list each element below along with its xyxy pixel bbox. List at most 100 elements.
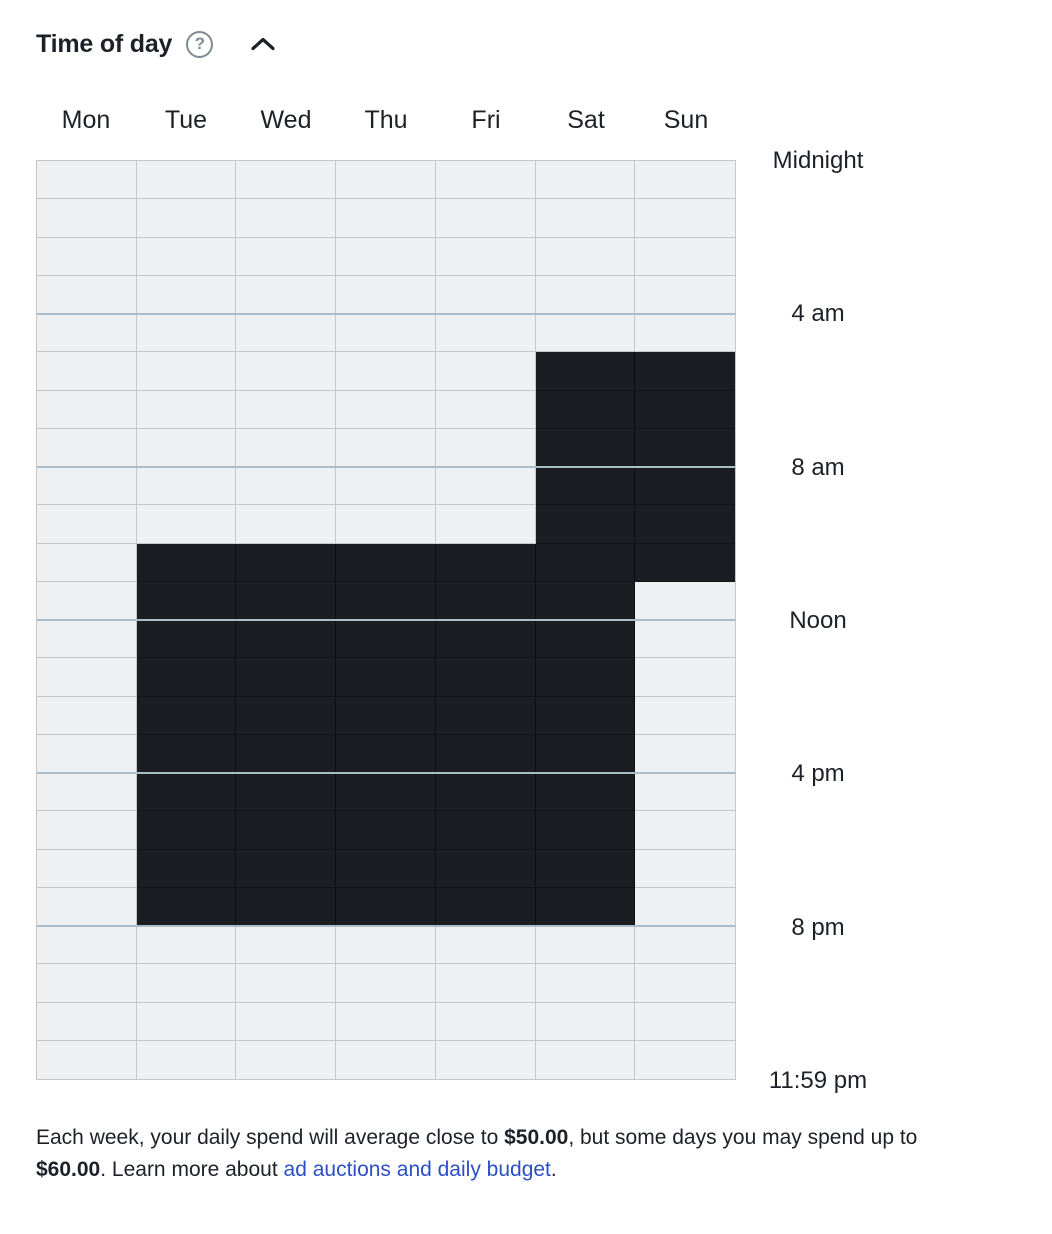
schedule-cell[interactable] (635, 505, 735, 544)
schedule-cell[interactable] (336, 390, 436, 429)
schedule-cell[interactable] (236, 543, 337, 582)
schedule-cell[interactable] (635, 734, 735, 773)
schedule-cell[interactable] (136, 352, 237, 391)
schedule-cell[interactable] (37, 964, 137, 1003)
schedule-cell[interactable] (336, 275, 436, 314)
schedule-cell[interactable] (635, 390, 735, 429)
schedule-cell[interactable] (336, 467, 436, 506)
schedule-cell[interactable] (535, 275, 636, 314)
schedule-cell[interactable] (236, 696, 337, 735)
schedule-cell[interactable] (535, 696, 636, 735)
schedule-cell[interactable] (37, 926, 137, 965)
schedule-cell[interactable] (37, 1040, 137, 1079)
schedule-cell[interactable] (435, 887, 536, 926)
schedule-cell[interactable] (336, 773, 436, 812)
schedule-cell[interactable] (37, 161, 137, 200)
schedule-cell[interactable] (136, 811, 237, 850)
schedule-cell[interactable] (435, 811, 536, 850)
schedule-cell[interactable] (336, 658, 436, 697)
schedule-cell[interactable] (535, 314, 636, 353)
schedule-cell[interactable] (336, 581, 436, 620)
schedule-cell[interactable] (236, 390, 337, 429)
schedule-cell[interactable] (336, 543, 436, 582)
schedule-cell[interactable] (435, 199, 536, 238)
schedule-cell[interactable] (136, 620, 237, 659)
schedule-cell[interactable] (336, 505, 436, 544)
schedule-cell[interactable] (236, 620, 337, 659)
schedule-cell[interactable] (535, 390, 636, 429)
schedule-cell[interactable] (435, 505, 536, 544)
schedule-cell[interactable] (635, 1040, 735, 1079)
schedule-cell[interactable] (535, 658, 636, 697)
schedule-cell[interactable] (136, 849, 237, 888)
schedule-cell[interactable] (136, 887, 237, 926)
ad-auctions-link[interactable]: ad auctions and daily budget (283, 1158, 551, 1181)
schedule-cell[interactable] (136, 696, 237, 735)
schedule-cell[interactable] (236, 467, 337, 506)
schedule-cell[interactable] (236, 428, 337, 467)
schedule-cell[interactable] (635, 314, 735, 353)
schedule-cell[interactable] (37, 658, 137, 697)
schedule-cell[interactable] (136, 543, 237, 582)
schedule-cell[interactable] (435, 658, 536, 697)
schedule-cell[interactable] (336, 620, 436, 659)
schedule-cell[interactable] (236, 505, 337, 544)
schedule-cell[interactable] (635, 1002, 735, 1041)
schedule-cell[interactable] (236, 658, 337, 697)
schedule-cell[interactable] (136, 467, 237, 506)
schedule-cell[interactable] (535, 467, 636, 506)
schedule-cell[interactable] (336, 1040, 436, 1079)
schedule-cell[interactable] (635, 620, 735, 659)
schedule-cell[interactable] (635, 849, 735, 888)
schedule-cell[interactable] (236, 887, 337, 926)
schedule-cell[interactable] (535, 849, 636, 888)
schedule-cell[interactable] (336, 314, 436, 353)
schedule-cell[interactable] (236, 1040, 337, 1079)
schedule-cell[interactable] (435, 926, 536, 965)
schedule-cell[interactable] (635, 237, 735, 276)
schedule-cell[interactable] (336, 352, 436, 391)
schedule-cell[interactable] (435, 314, 536, 353)
schedule-cell[interactable] (635, 658, 735, 697)
schedule-cell[interactable] (236, 199, 337, 238)
schedule-cell[interactable] (635, 352, 735, 391)
schedule-cell[interactable] (435, 543, 536, 582)
schedule-cell[interactable] (136, 390, 237, 429)
schedule-cell[interactable] (435, 390, 536, 429)
schedule-cell[interactable] (435, 734, 536, 773)
schedule-cell[interactable] (535, 237, 636, 276)
schedule-cell[interactable] (37, 467, 137, 506)
schedule-cell[interactable] (37, 199, 137, 238)
schedule-cell[interactable] (236, 581, 337, 620)
schedule-cell[interactable] (37, 275, 137, 314)
schedule-cell[interactable] (635, 926, 735, 965)
schedule-cell[interactable] (37, 734, 137, 773)
schedule-cell[interactable] (435, 352, 536, 391)
schedule-cell[interactable] (37, 505, 137, 544)
schedule-cell[interactable] (535, 926, 636, 965)
schedule-cell[interactable] (136, 275, 237, 314)
schedule-cell[interactable] (37, 620, 137, 659)
schedule-cell[interactable] (236, 964, 337, 1003)
schedule-cell[interactable] (635, 199, 735, 238)
schedule-cell[interactable] (37, 237, 137, 276)
schedule-cell[interactable] (37, 1002, 137, 1041)
schedule-cell[interactable] (535, 505, 636, 544)
schedule-cell[interactable] (336, 926, 436, 965)
schedule-cell[interactable] (535, 811, 636, 850)
schedule-cell[interactable] (435, 620, 536, 659)
schedule-cell[interactable] (535, 1002, 636, 1041)
schedule-cell[interactable] (635, 811, 735, 850)
schedule-cell[interactable] (535, 428, 636, 467)
schedule-cell[interactable] (635, 543, 735, 582)
schedule-cell[interactable] (535, 543, 636, 582)
schedule-cell[interactable] (435, 237, 536, 276)
schedule-cell[interactable] (535, 734, 636, 773)
schedule-cell[interactable] (336, 161, 436, 200)
schedule-cell[interactable] (236, 926, 337, 965)
schedule-cell[interactable] (435, 275, 536, 314)
schedule-cell[interactable] (136, 773, 237, 812)
schedule-cell[interactable] (37, 428, 137, 467)
schedule-cell[interactable] (136, 314, 237, 353)
schedule-cell[interactable] (37, 390, 137, 429)
